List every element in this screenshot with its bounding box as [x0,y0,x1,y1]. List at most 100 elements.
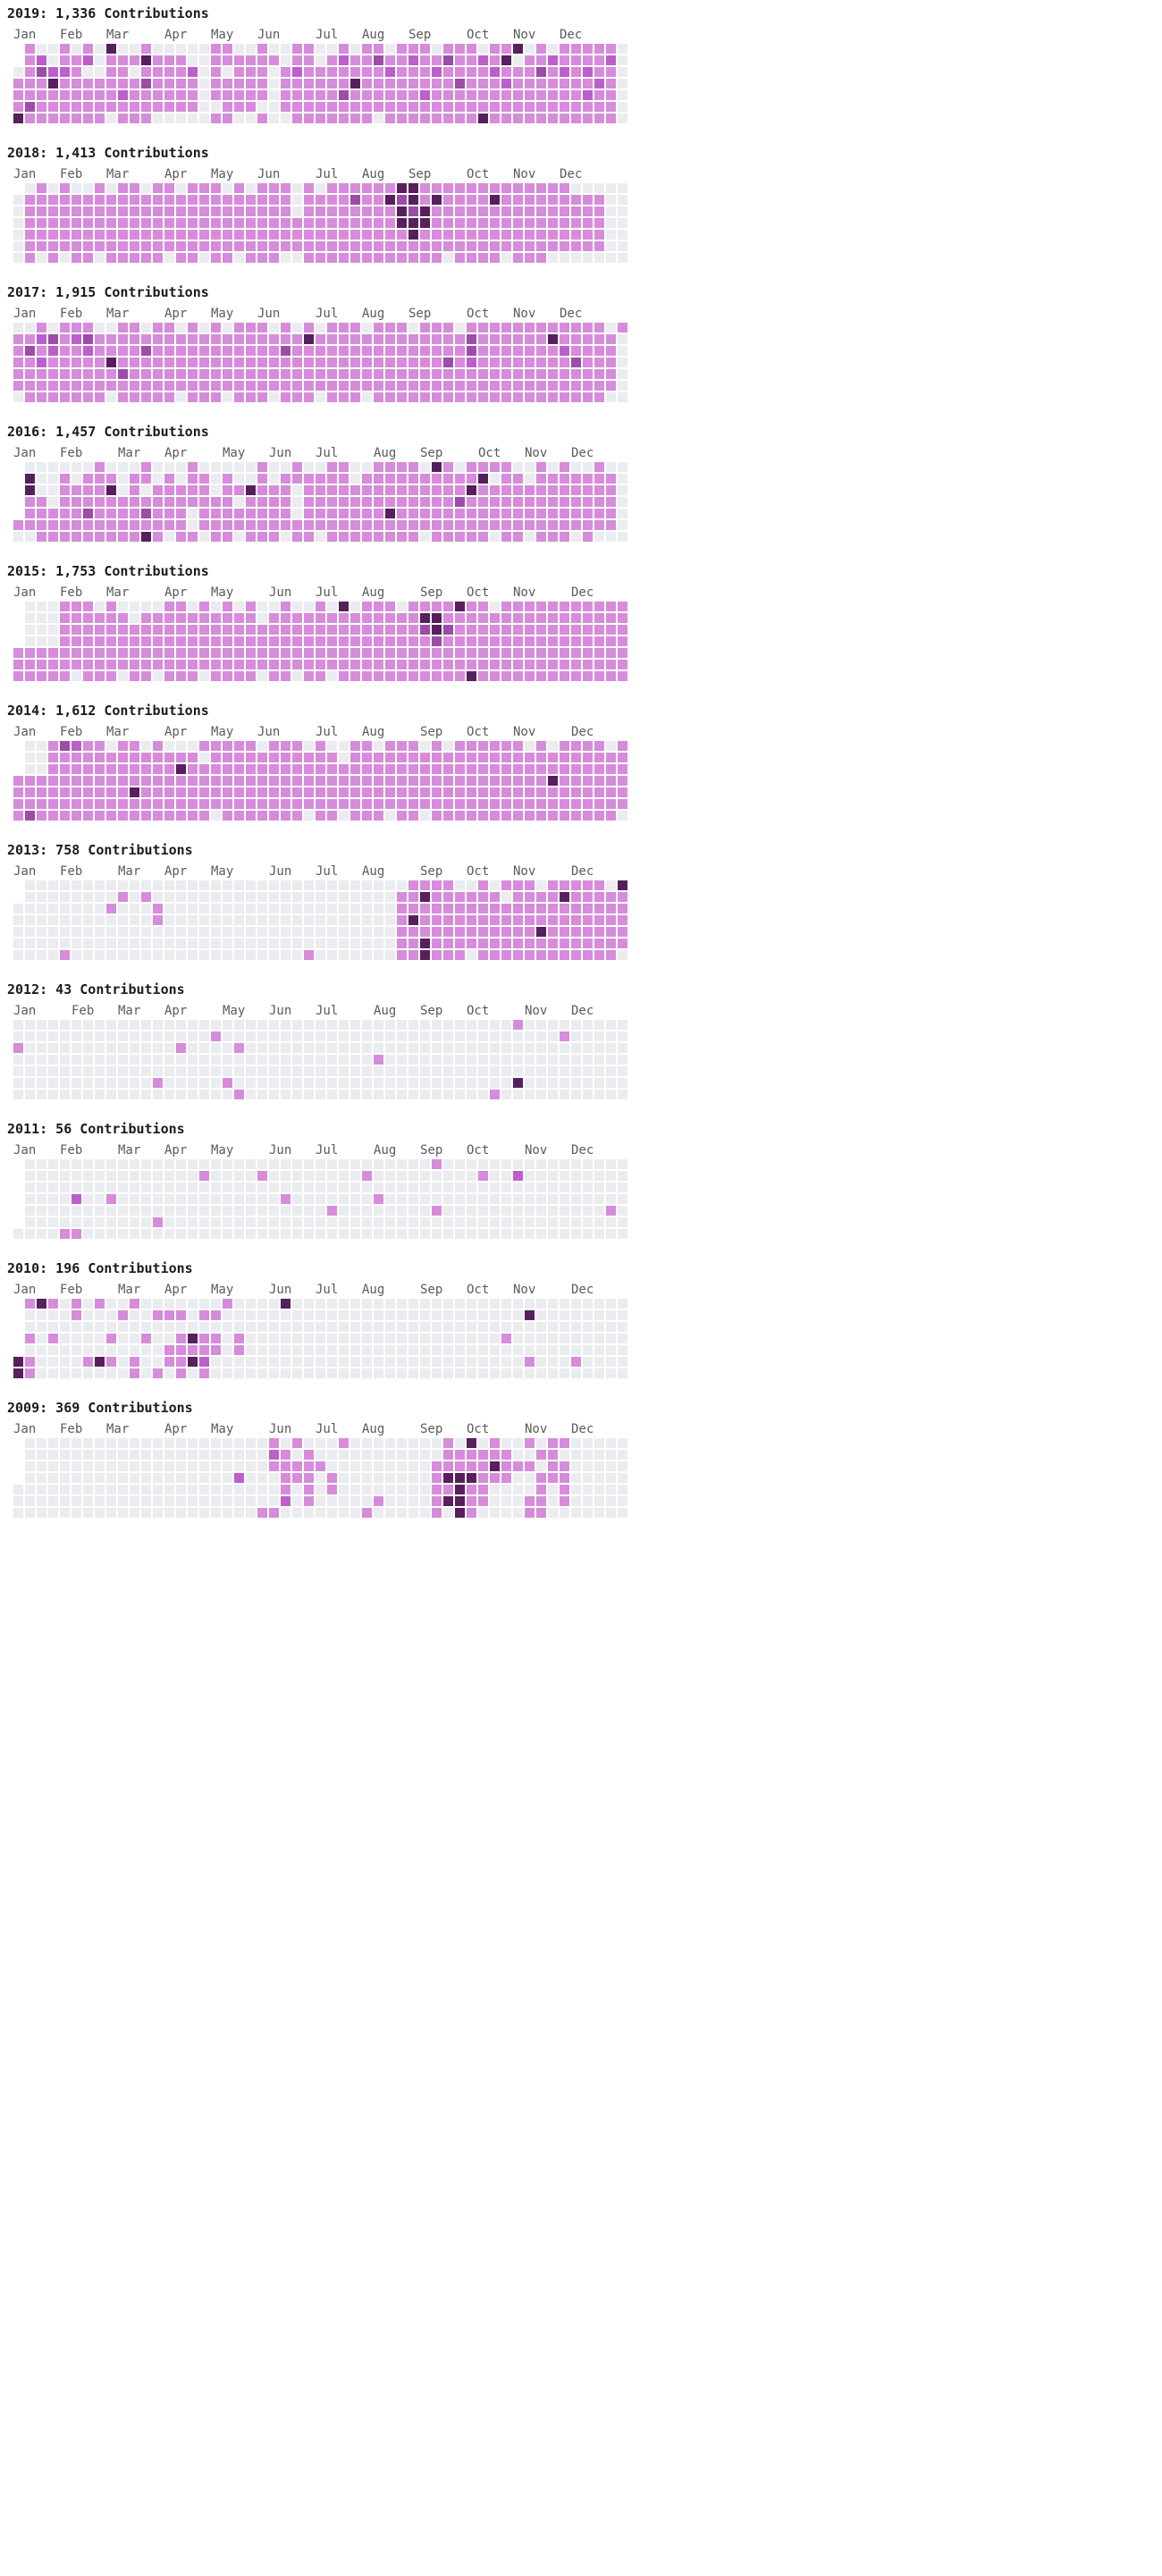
day-cell[interactable] [339,613,349,623]
day-cell[interactable] [118,334,128,344]
day-cell[interactable] [536,114,546,123]
day-cell[interactable] [257,230,267,240]
day-cell[interactable] [60,346,70,356]
day-cell[interactable] [536,334,546,344]
day-cell[interactable] [536,1461,546,1471]
day-cell[interactable] [281,1461,290,1471]
day-cell[interactable] [443,1450,453,1460]
day-cell[interactable] [292,799,302,809]
day-cell[interactable] [548,1090,558,1099]
day-cell[interactable] [95,44,105,54]
day-cell[interactable] [246,648,256,658]
day-cell[interactable] [618,1206,627,1216]
day-cell[interactable] [362,334,372,344]
day-cell[interactable] [292,671,302,681]
day-cell[interactable] [606,1183,616,1192]
day-cell[interactable] [118,1055,128,1065]
day-cell[interactable] [304,625,314,635]
day-cell[interactable] [501,90,511,100]
day-cell[interactable] [234,1485,244,1494]
day-cell[interactable] [246,334,256,344]
day-cell[interactable] [48,648,58,658]
day-cell[interactable] [234,671,244,681]
day-cell[interactable] [188,67,198,77]
day-cell[interactable] [130,1450,139,1460]
day-cell[interactable] [350,358,360,367]
day-cell[interactable] [571,1090,581,1099]
day-cell[interactable] [130,1090,139,1099]
day-cell[interactable] [583,67,593,77]
day-cell[interactable] [234,253,244,263]
day-cell[interactable] [606,1496,616,1506]
day-cell[interactable] [385,1229,395,1239]
day-cell[interactable] [141,1299,151,1309]
day-cell[interactable] [374,509,383,518]
day-cell[interactable] [594,1299,604,1309]
day-cell[interactable] [467,67,476,77]
day-cell[interactable] [362,1194,372,1204]
day-cell[interactable] [83,1450,93,1460]
day-cell[interactable] [571,904,581,913]
day-cell[interactable] [281,660,290,669]
day-cell[interactable] [211,358,221,367]
day-cell[interactable] [362,230,372,240]
day-cell[interactable] [525,1078,535,1088]
day-cell[interactable] [83,67,93,77]
day-cell[interactable] [316,230,325,240]
day-cell[interactable] [292,660,302,669]
day-cell[interactable] [211,625,221,635]
day-cell[interactable] [164,346,174,356]
day-cell[interactable] [269,44,279,54]
day-cell[interactable] [37,79,46,88]
day-cell[interactable] [571,613,581,623]
day-cell[interactable] [408,764,418,774]
day-cell[interactable] [583,1206,593,1216]
day-cell[interactable] [72,776,81,786]
day-cell[interactable] [72,648,81,658]
day-cell[interactable] [257,79,267,88]
day-cell[interactable] [478,1450,488,1460]
day-cell[interactable] [618,1438,627,1448]
day-cell[interactable] [60,253,70,263]
day-cell[interactable] [513,55,523,65]
day-cell[interactable] [37,1345,46,1355]
day-cell[interactable] [246,497,256,507]
day-cell[interactable] [478,44,488,54]
day-cell[interactable] [571,1078,581,1088]
day-cell[interactable] [525,520,535,530]
day-cell[interactable] [339,799,349,809]
day-cell[interactable] [269,195,279,205]
day-cell[interactable] [95,660,105,669]
day-cell[interactable] [257,497,267,507]
day-cell[interactable] [443,392,453,402]
day-cell[interactable] [199,811,209,821]
day-cell[interactable] [48,520,58,530]
day-cell[interactable] [408,497,418,507]
day-cell[interactable] [83,334,93,344]
day-cell[interactable] [234,1322,244,1332]
day-cell[interactable] [199,660,209,669]
day-cell[interactable] [130,1066,139,1076]
day-cell[interactable] [188,741,198,751]
day-cell[interactable] [223,474,232,484]
day-cell[interactable] [385,1438,395,1448]
day-cell[interactable] [269,1031,279,1041]
day-cell[interactable] [257,1485,267,1494]
day-cell[interactable] [490,79,500,88]
day-cell[interactable] [432,939,442,948]
day-cell[interactable] [560,358,569,367]
day-cell[interactable] [257,1508,267,1518]
day-cell[interactable] [269,323,279,333]
day-cell[interactable] [339,369,349,379]
day-cell[interactable] [188,230,198,240]
day-cell[interactable] [188,1206,198,1216]
day-cell[interactable] [130,44,139,54]
day-cell[interactable] [141,660,151,669]
day-cell[interactable] [513,1078,523,1088]
day-cell[interactable] [269,1334,279,1343]
day-cell[interactable] [478,1322,488,1332]
day-cell[interactable] [432,1171,442,1181]
day-cell[interactable] [374,787,383,797]
day-cell[interactable] [339,195,349,205]
day-cell[interactable] [176,44,186,54]
